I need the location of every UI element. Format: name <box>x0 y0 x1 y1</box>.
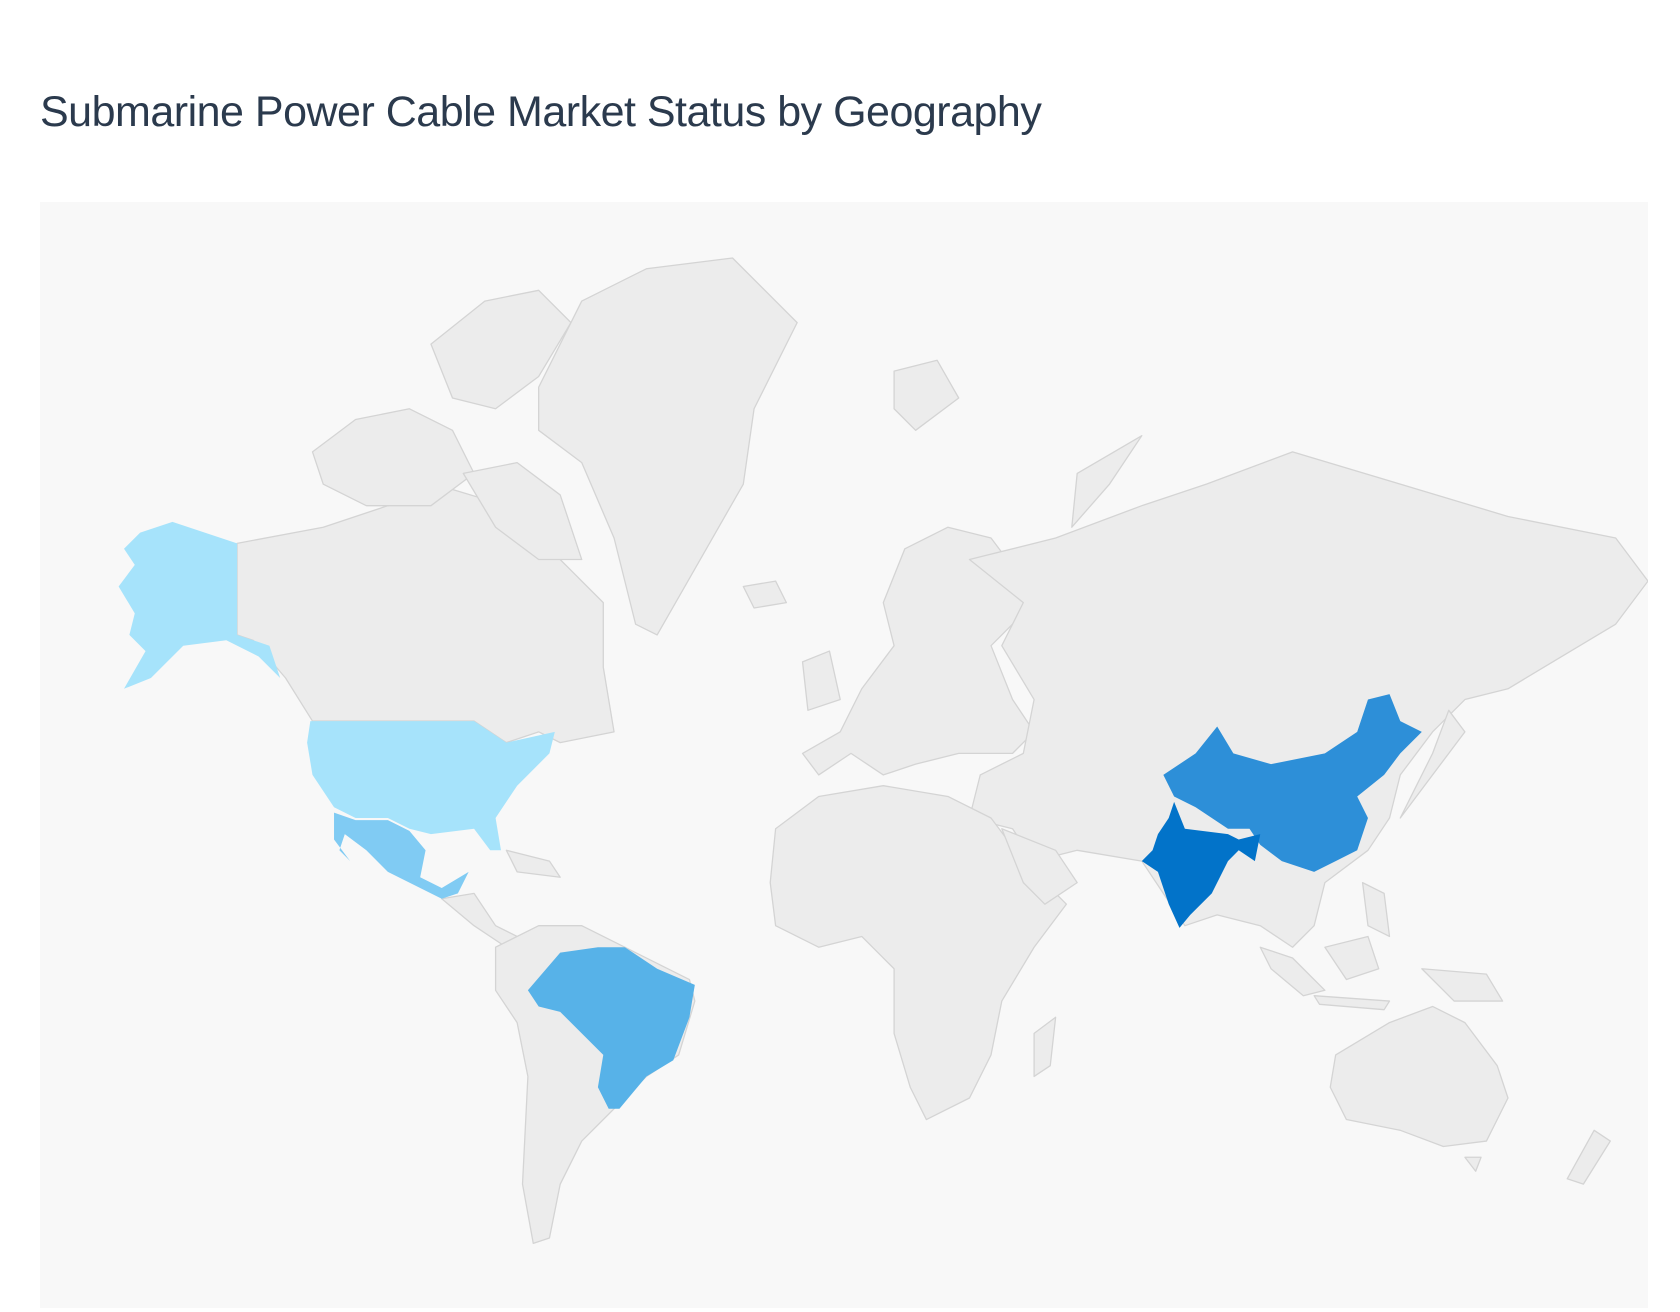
region-arabia[interactable] <box>1001 828 1078 905</box>
region-russia-asia[interactable] <box>968 451 1648 948</box>
region-tasmania[interactable] <box>1464 1156 1482 1172</box>
region-africa[interactable] <box>769 785 1068 1121</box>
region-australia[interactable] <box>1329 1005 1509 1148</box>
region-new-zealand[interactable] <box>1566 1129 1611 1185</box>
region-usa[interactable] <box>307 721 555 851</box>
region-brazil[interactable] <box>527 947 695 1109</box>
region-japan[interactable] <box>1399 709 1466 819</box>
region-caribbean[interactable] <box>505 849 561 878</box>
region-svalbard[interactable] <box>893 359 960 431</box>
page-title: Submarine Power Cable Market Status by G… <box>40 88 1042 136</box>
region-china[interactable] <box>1163 694 1422 872</box>
region-arctic-islands-1[interactable] <box>311 408 475 507</box>
region-arctic-islands-2[interactable] <box>430 289 572 410</box>
region-philippines[interactable] <box>1361 881 1391 938</box>
region-india[interactable] <box>1141 801 1261 928</box>
region-sumatra[interactable] <box>1259 946 1326 997</box>
world-map[interactable] <box>40 202 1648 1308</box>
region-alaska[interactable] <box>118 521 281 689</box>
region-java[interactable] <box>1313 995 1391 1011</box>
region-borneo[interactable] <box>1324 935 1380 981</box>
region-greenland[interactable] <box>538 257 798 636</box>
region-mexico[interactable] <box>334 812 469 899</box>
region-central-america[interactable] <box>441 892 518 948</box>
world-map-svg[interactable] <box>40 202 1648 1308</box>
region-new-guinea[interactable] <box>1421 968 1504 1002</box>
region-iceland[interactable] <box>742 580 788 609</box>
region-novaya-zemlya[interactable] <box>1071 435 1143 528</box>
region-madagascar[interactable] <box>1033 1016 1057 1078</box>
region-arctic-islands-3[interactable] <box>462 461 583 561</box>
region-uk[interactable] <box>801 650 841 711</box>
